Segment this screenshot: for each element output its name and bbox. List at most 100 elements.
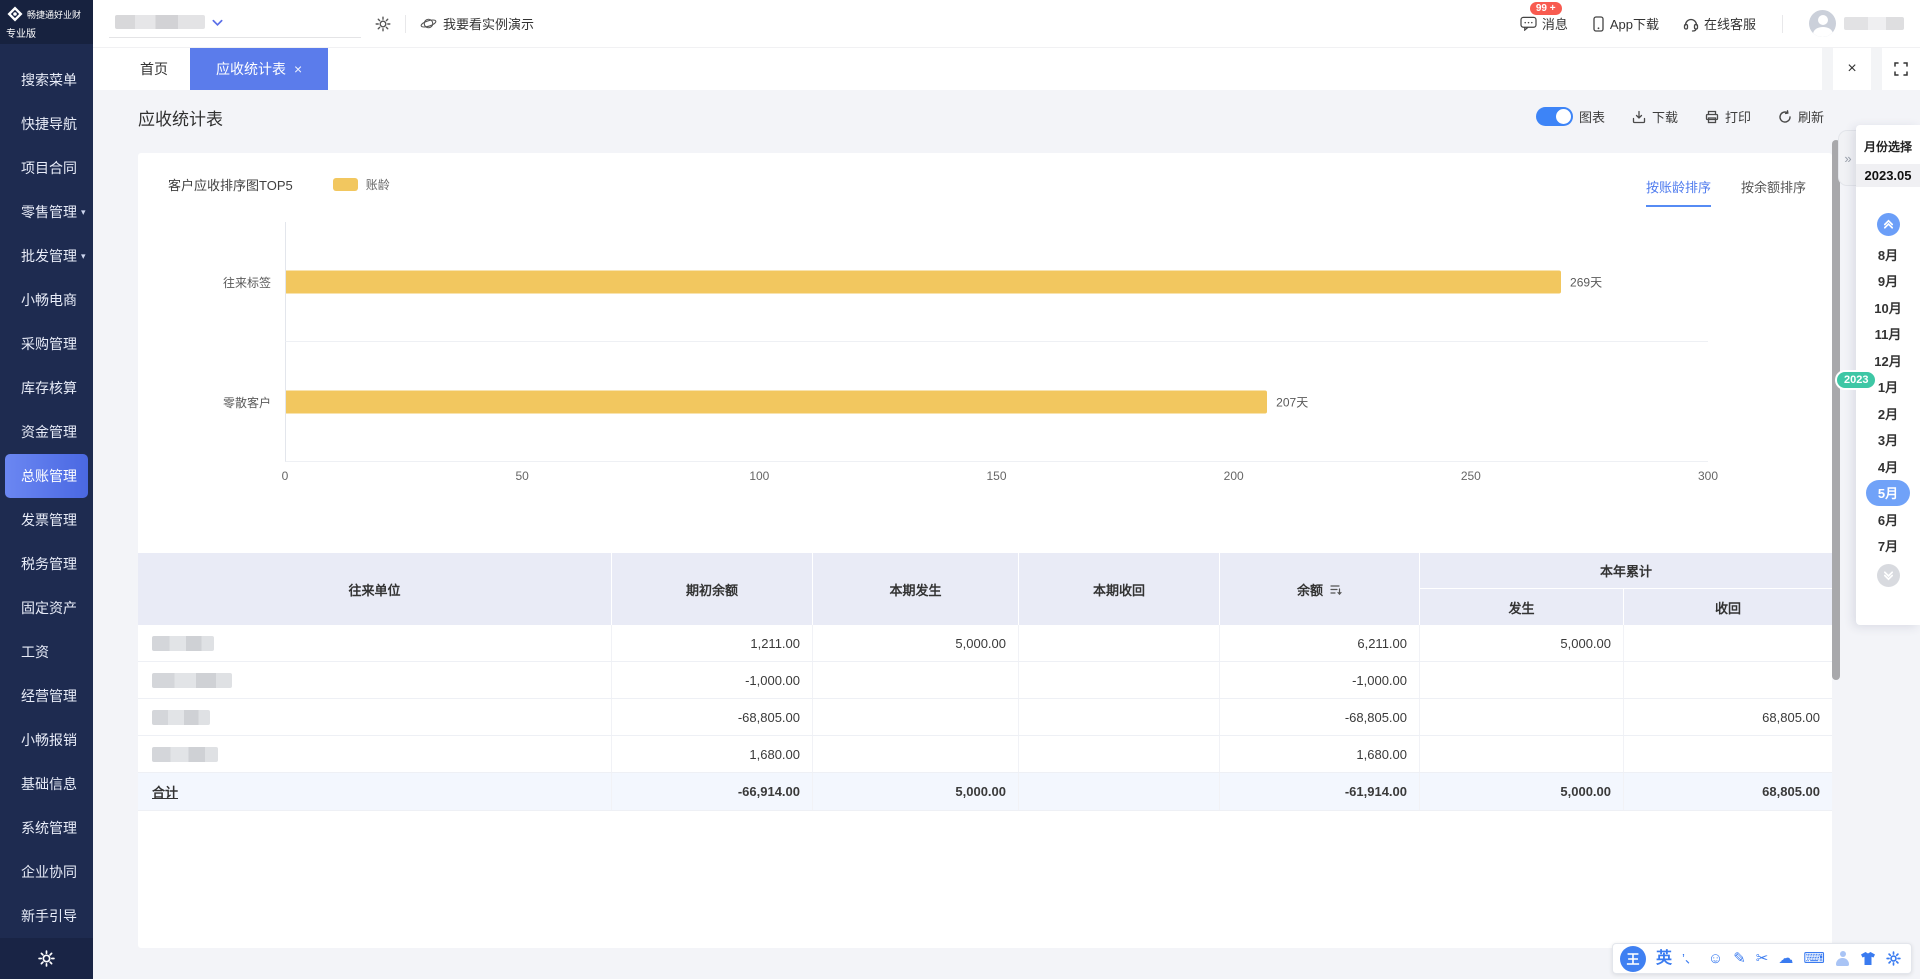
month-item[interactable]: 8月 xyxy=(1877,247,1899,263)
bar-track: 269天 xyxy=(285,222,1708,342)
sidebar-item[interactable]: 工资 xyxy=(0,630,93,674)
scroll-months-down-button[interactable] xyxy=(1876,564,1900,587)
tab-active[interactable]: 应收统计表 × xyxy=(190,48,329,90)
month-item[interactable]: 5月 xyxy=(1866,479,1910,506)
skin-tshirt-icon[interactable] xyxy=(1860,951,1876,966)
col-header-customer: 往来单位 xyxy=(138,553,612,625)
table-row[interactable]: -68,805.00 -68,805.00 68,805.00 xyxy=(138,699,1832,736)
app-download-label: App下载 xyxy=(1609,17,1659,32)
org-settings-gear-icon[interactable] xyxy=(375,16,391,32)
table-row[interactable]: -1,000.00 -1,000.00 xyxy=(138,662,1832,699)
sidebar-item[interactable]: 基础信息 xyxy=(0,762,93,806)
page-title: 应收统计表 xyxy=(138,110,223,129)
month-item[interactable]: 9月 xyxy=(1877,274,1899,290)
company-selector[interactable] xyxy=(109,9,361,38)
sort-icon[interactable] xyxy=(1329,583,1342,596)
sidebar-item-label: 发票管理 xyxy=(21,512,77,529)
online-service-button[interactable]: 在线客服 xyxy=(1683,14,1756,33)
tab-home[interactable]: 首页 xyxy=(118,48,190,90)
month-item[interactable]: 7月 xyxy=(1877,539,1899,555)
month-item[interactable]: 3月 xyxy=(1877,433,1899,449)
download-button[interactable]: 下载 xyxy=(1632,107,1678,126)
scroll-months-up-button[interactable] xyxy=(1876,213,1900,236)
brand-logo-block: 畅捷通好业财 专业版 xyxy=(0,0,93,45)
messages-button[interactable]: 99 + 消息 xyxy=(1520,2,1568,33)
table-row[interactable]: 1,680.00 1,680.00 xyxy=(138,736,1832,773)
sidebar-item[interactable]: 税务管理 xyxy=(0,542,93,586)
emoji-icon[interactable]: ☺ xyxy=(1707,950,1724,967)
sidebar-item[interactable]: 批发管理 ▾ xyxy=(0,234,93,278)
month-item[interactable]: 12月 xyxy=(1874,353,1902,369)
sidebar-item[interactable]: 小畅报销 xyxy=(0,718,93,762)
tab-label: 首页 xyxy=(140,61,168,77)
vertical-scrollbar-thumb[interactable] xyxy=(1832,140,1840,680)
app-download-button[interactable]: App下载 xyxy=(1592,14,1659,33)
x-tick-label: 50 xyxy=(515,469,529,483)
sidebar-footer xyxy=(0,938,93,979)
table-row[interactable]: 1,211.00 5,000.00 6,211.00 5,000.00 xyxy=(138,625,1832,662)
col-header-balance: 余额 xyxy=(1220,553,1420,625)
close-tab-icon[interactable]: × xyxy=(294,61,303,77)
sidebar-item[interactable]: 采购管理 xyxy=(0,322,93,366)
ime-punctuation-toggle[interactable]: ’、 xyxy=(1681,951,1698,966)
month-item[interactable]: 4月 xyxy=(1877,459,1899,475)
month-item[interactable]: 10月 xyxy=(1874,300,1902,316)
month-item[interactable]: 1月 xyxy=(1877,380,1899,396)
sidebar-item[interactable]: 搜索菜单 xyxy=(0,58,93,102)
clipboard-scissors-icon[interactable]: ✂ xyxy=(1755,950,1769,967)
report-card: 客户应收排序图TOP5 账龄 按账龄排序 按余额排序 往来标签 269天 零散客户 20… xyxy=(138,153,1832,948)
online-service-label: 在线客服 xyxy=(1703,17,1756,32)
sidebar-item-label: 税务管理 xyxy=(21,556,77,573)
sort-tab[interactable]: 按账龄排序 xyxy=(1645,177,1711,207)
sidebar-item[interactable]: 企业协同 xyxy=(0,850,93,894)
chart-title: 客户应收排序图TOP5 xyxy=(168,178,293,193)
x-tick-label: 250 xyxy=(1460,469,1481,483)
x-tick-label: 300 xyxy=(1697,469,1719,483)
sidebar-item[interactable]: 资金管理 xyxy=(0,410,93,454)
sidebar-item[interactable]: 库存核算 xyxy=(0,366,93,410)
sort-tab[interactable]: 按余额排序 xyxy=(1740,180,1806,195)
total-link[interactable]: 合计 xyxy=(152,785,179,800)
month-item[interactable]: 2月 xyxy=(1877,406,1899,422)
refresh-button[interactable]: 刷新 xyxy=(1778,107,1824,126)
virtual-keyboard-icon[interactable]: ⌨ xyxy=(1803,950,1825,967)
month-item[interactable]: 6月 xyxy=(1877,512,1899,528)
chart-legend[interactable]: 账龄 xyxy=(332,176,390,193)
month-item[interactable]: 11月 xyxy=(1874,327,1902,343)
sidebar-item[interactable]: 新手引导 xyxy=(0,894,93,938)
table-cell: -61,914.00 xyxy=(1220,773,1420,810)
sidebar-item[interactable]: 发票管理 xyxy=(0,498,93,542)
chart-toggle-switch[interactable] xyxy=(1535,107,1573,126)
topbar-divider xyxy=(1782,14,1783,33)
demo-link[interactable]: 我要看实例演示 xyxy=(420,14,534,33)
sidebar-item[interactable]: 小畅电商 xyxy=(0,278,93,322)
close-all-tabs-button[interactable]: × xyxy=(1833,48,1871,90)
sidebar-item[interactable]: 经营管理 xyxy=(0,674,93,718)
ime-settings-gear-icon[interactable] xyxy=(1886,951,1901,966)
sidebar-item[interactable]: 固定资产 xyxy=(0,586,93,630)
print-button[interactable]: 打印 xyxy=(1705,107,1751,126)
sidebar-item-label: 系统管理 xyxy=(21,820,77,837)
fullscreen-button[interactable] xyxy=(1882,48,1920,90)
collapse-panel-handle[interactable]: » xyxy=(1838,130,1857,186)
sogou-ime-logo[interactable]: 王 xyxy=(1619,945,1646,972)
account-person-icon[interactable] xyxy=(1835,951,1850,966)
phone-icon xyxy=(1592,15,1605,32)
ytd-group-header: 本年累计 xyxy=(1420,553,1832,589)
planet-icon xyxy=(420,16,437,31)
sidebar-item[interactable]: 零售管理 ▾ xyxy=(0,190,93,234)
table-cell: -66,914.00 xyxy=(612,773,813,810)
ime-language-toggle[interactable]: 英 xyxy=(1655,949,1672,967)
sidebar-item[interactable]: 快捷导航 xyxy=(0,102,93,146)
blurred-text xyxy=(152,635,214,651)
blurred-text xyxy=(152,672,232,688)
sidebar-item[interactable]: 总账管理 xyxy=(5,454,88,499)
handwriting-pencil-icon[interactable]: ✎ xyxy=(1733,950,1746,967)
user-account[interactable] xyxy=(1809,10,1904,37)
sidebar-item[interactable]: 项目合同 xyxy=(0,146,93,190)
table-cell: -68,805.00 xyxy=(612,699,813,735)
table-cell xyxy=(813,699,1019,735)
sidebar-item[interactable]: 系统管理 xyxy=(0,806,93,850)
cloud-icon[interactable]: ☁ xyxy=(1778,950,1794,967)
settings-gear-icon[interactable] xyxy=(38,950,55,967)
